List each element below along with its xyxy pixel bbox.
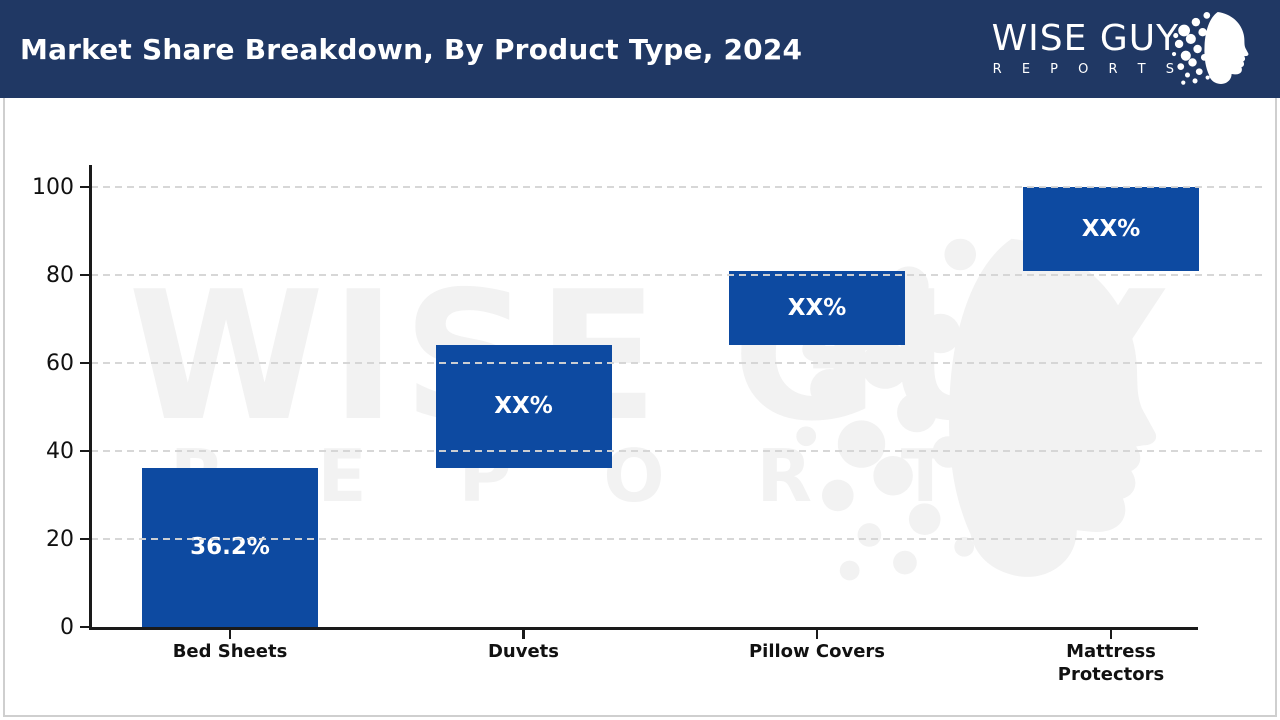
y-tick-0 <box>80 625 89 629</box>
category-label-bed-sheets: Bed Sheets <box>172 641 288 662</box>
bar-value-label: XX% <box>494 393 553 420</box>
logo-wordmark: WISE GUY <box>991 18 1180 59</box>
x-tick-1 <box>228 629 232 639</box>
bar-duvets: XX% <box>435 344 612 468</box>
y-tick-60 <box>80 361 89 365</box>
x-tick-3 <box>815 629 819 639</box>
gridline-y20 <box>91 538 1264 540</box>
bar-mattress-protectors: XX% <box>1023 187 1199 271</box>
gridline-y80 <box>91 274 1264 276</box>
logo-head-icon <box>1171 12 1249 85</box>
y-tick-100 <box>80 185 89 189</box>
category-label-pillow-covers: Pillow Covers <box>748 641 886 662</box>
y-tick-label-20: 20 <box>46 527 74 552</box>
y-tick-40 <box>80 449 89 453</box>
gridline-y60 <box>91 362 1264 364</box>
bar-value-label: XX% <box>1081 215 1141 242</box>
x-tick-2 <box>522 629 525 639</box>
page-title: Market Share Breakdown, By Product Type,… <box>20 32 803 66</box>
logo: WISE GUY R E P O R T S <box>989 7 1254 91</box>
x-tick-4 <box>1109 629 1113 639</box>
y-tick-20 <box>80 537 89 541</box>
header: Market Share Breakdown, By Product Type,… <box>0 0 1280 98</box>
gridline-y100 <box>91 186 1264 188</box>
gridline-y40 <box>91 450 1264 452</box>
y-tick-label-60: 60 <box>46 351 74 376</box>
bar-pillow-covers: XX% <box>729 270 905 345</box>
category-label-duvets: Duvets <box>487 641 559 662</box>
y-tick-label-80: 80 <box>46 263 74 288</box>
y-tick-label-40: 40 <box>46 439 74 464</box>
bar-bed-sheets: 36.2% <box>142 467 318 627</box>
watermark-wordmark: WISE GUY <box>128 253 1170 460</box>
y-axis-line <box>89 165 92 630</box>
bar-value-label: XX% <box>787 294 847 321</box>
y-tick-label-0: 0 <box>60 615 74 640</box>
x-axis-line <box>89 626 1198 630</box>
logo-subtitle: R E P O R T S <box>992 62 1182 77</box>
y-tick-label-100: 100 <box>32 175 74 200</box>
y-tick-80 <box>80 273 89 277</box>
category-label-mattress-protectors: Mattress Protectors <box>1057 641 1165 685</box>
logo-text: WISE GUY R E P O R T S <box>989 18 1182 78</box>
